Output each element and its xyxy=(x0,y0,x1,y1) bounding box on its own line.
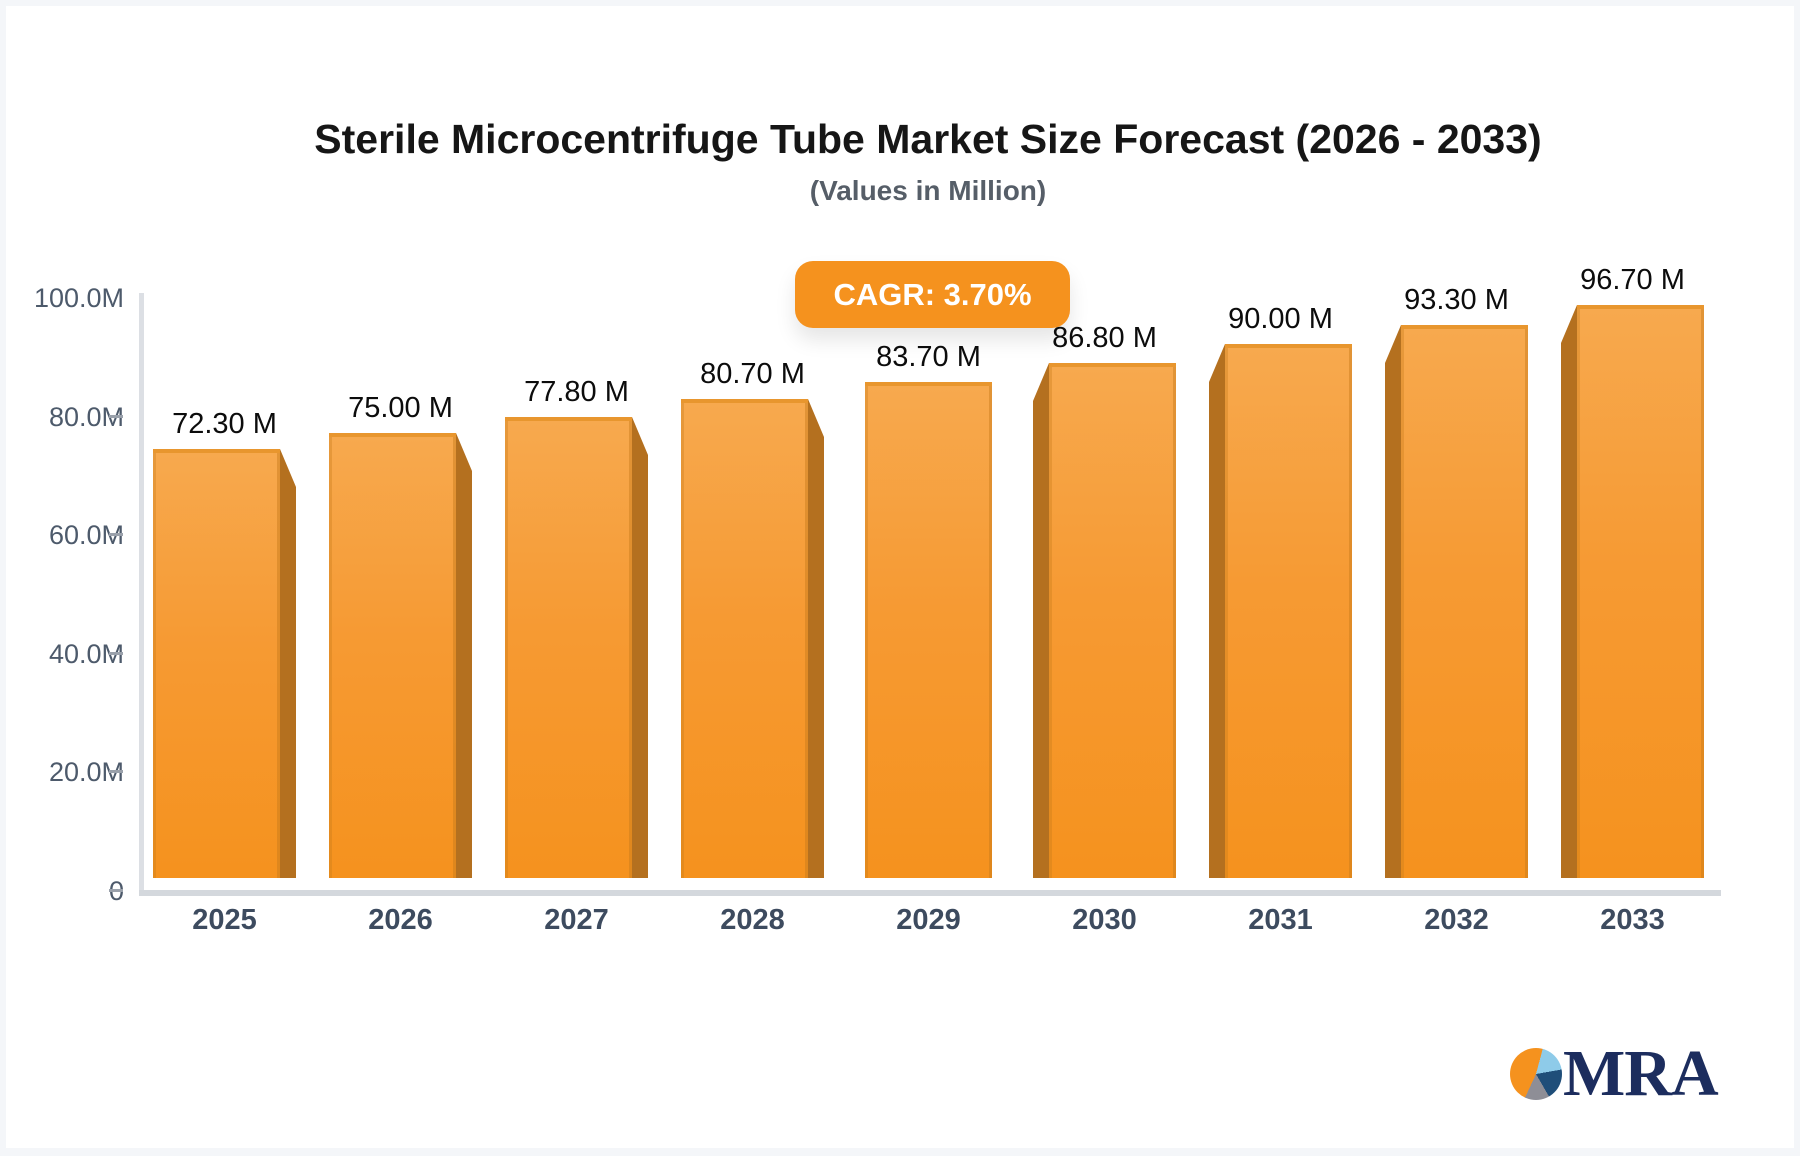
cagr-badge: CAGR: 3.70% xyxy=(795,261,1070,328)
brand-logo: MRA xyxy=(1510,1037,1719,1110)
bar-value-label: 93.30 M xyxy=(1404,284,1509,316)
bar-front-face xyxy=(865,382,992,878)
bar-group-2030: 86.80 M xyxy=(1033,322,1176,878)
bar-front-face xyxy=(1225,344,1352,878)
bar-group-2033: 96.70 M xyxy=(1561,264,1704,878)
bar-group-2032: 93.30 M xyxy=(1385,284,1528,878)
bar-front-face xyxy=(1577,305,1704,878)
bar-value-label: 90.00 M xyxy=(1228,303,1333,335)
bar-side-face xyxy=(808,399,824,878)
bar-side-face xyxy=(456,433,472,878)
bar-group-2028: 80.70 M xyxy=(681,358,824,878)
chart-subtitle: (Values in Million) xyxy=(809,175,1047,206)
y-axis-tick-mark xyxy=(109,414,123,418)
pie-chart-logo-icon xyxy=(1510,1048,1562,1100)
y-axis-tick-mark xyxy=(109,533,123,537)
bar-value-label: 96.70 M xyxy=(1580,264,1685,296)
bar-group-2025: 72.30 M xyxy=(153,408,296,878)
bar-front-face xyxy=(329,433,456,878)
chart-card: Sterile Microcentrifuge Tube Market Size… xyxy=(6,6,1794,1148)
bar-side-face xyxy=(1561,305,1577,878)
y-axis-tick-label: 80.0M xyxy=(48,401,124,432)
bar-group-2026: 75.00 M xyxy=(329,392,472,878)
x-axis-category-label: 2031 xyxy=(1248,904,1313,936)
x-axis-category-label: 2033 xyxy=(1600,904,1665,936)
bar-value-label: 75.00 M xyxy=(348,392,453,424)
bar-front-face xyxy=(505,417,632,878)
y-axis-tick-mark xyxy=(109,770,123,774)
bar-value-label: 86.80 M xyxy=(1052,322,1157,354)
brand-logo-text: MRA xyxy=(1563,1037,1719,1110)
x-axis-category-label: 2025 xyxy=(192,904,257,936)
x-axis-category-label: 2032 xyxy=(1424,904,1489,936)
bar-value-label: 72.30 M xyxy=(172,408,277,440)
bar-front-face xyxy=(1049,363,1176,878)
bar-side-face xyxy=(632,417,648,878)
y-axis-tick-mark xyxy=(109,651,123,655)
bar-front-face xyxy=(1401,325,1528,878)
bar-front-face xyxy=(681,399,808,878)
bar-group-2031: 90.00 M xyxy=(1209,303,1352,878)
y-axis-tick-label: 20.0M xyxy=(48,757,124,788)
x-axis-category-label: 2028 xyxy=(720,904,785,936)
y-axis-tick-label: 0 xyxy=(6,876,124,906)
x-axis-category-label: 2027 xyxy=(544,904,609,936)
bar-value-label: 80.70 M xyxy=(700,358,805,390)
y-axis-tick-label: 40.0M xyxy=(48,638,124,669)
bar-value-label: 77.80 M xyxy=(524,376,629,408)
bar-side-face xyxy=(1033,363,1049,878)
y-axis-tick-mark xyxy=(109,889,123,892)
bar-group-2029: 83.70 M xyxy=(865,341,992,878)
x-axis-category-label: 2026 xyxy=(368,904,433,936)
bar-side-face xyxy=(280,449,296,878)
y-axis-tick-label: 100.0M xyxy=(33,283,124,313)
bar-value-label: 83.70 M xyxy=(876,341,981,373)
x-axis-line xyxy=(139,890,1721,896)
x-axis-category-label: 2029 xyxy=(896,904,961,936)
y-axis-tick-label: 60.0M xyxy=(48,520,124,551)
bar-side-face xyxy=(1385,325,1401,878)
x-axis-category-label: 2030 xyxy=(1072,904,1137,936)
chart-title: Sterile Microcentrifuge Tube Market Size… xyxy=(314,116,1542,162)
bar-side-face xyxy=(1209,344,1225,878)
bar-group-2027: 77.80 M xyxy=(505,376,648,878)
y-axis-line xyxy=(139,293,144,893)
bar-front-face xyxy=(153,449,280,878)
